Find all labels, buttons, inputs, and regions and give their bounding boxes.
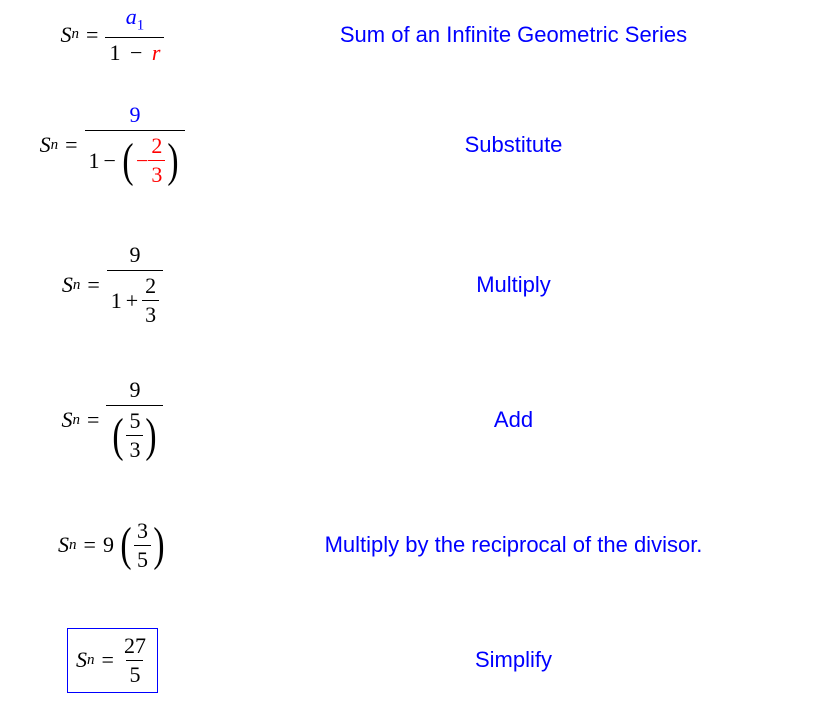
- small-fraction: 2 3: [142, 273, 159, 328]
- snum: 27: [121, 633, 149, 660]
- numerator: 9: [125, 242, 144, 270]
- denominator: 1 + 2 3: [107, 270, 163, 328]
- paren-right: ): [168, 137, 179, 185]
- equation-cell: Sn = 9 1 − ( − 2 3 ): [0, 102, 225, 188]
- step-row: Sn = a1 1 − r Sum of an Infinite Geometr…: [0, 0, 822, 70]
- sym-minus: −: [130, 40, 142, 65]
- sym-1: 1: [111, 288, 122, 314]
- sym-n: n: [69, 537, 77, 554]
- sym-1: 1: [89, 148, 100, 174]
- sym-1: 1: [109, 40, 120, 65]
- sym-a: a: [126, 4, 137, 29]
- equation-cell: Sn = 9 ( 3 5 ): [0, 518, 225, 573]
- sym-r: r: [152, 40, 161, 65]
- sym-eq: =: [65, 132, 77, 158]
- numerator: a1: [122, 4, 149, 36]
- snum: 5: [126, 408, 143, 435]
- sym-plus: +: [126, 288, 138, 314]
- step-label: Multiply by the reciprocal of the diviso…: [225, 532, 822, 558]
- sym-S: S: [62, 407, 73, 433]
- sym-neg: −: [136, 148, 148, 174]
- denominator: 1 − r: [105, 37, 164, 66]
- sden: 5: [134, 545, 151, 573]
- equation-cell: Sn = 27 5: [0, 628, 225, 693]
- sym-S: S: [76, 647, 87, 673]
- sym-eq: =: [84, 532, 96, 558]
- sym-S: S: [40, 132, 51, 158]
- sym-eq: =: [87, 407, 99, 433]
- sym-n: n: [73, 277, 81, 294]
- sden: 5: [126, 660, 143, 688]
- small-fraction: 2 3: [148, 133, 165, 188]
- sym-n: n: [87, 652, 95, 669]
- snum: 2: [148, 133, 165, 160]
- fraction: 9 ( 5 3 ): [106, 377, 163, 463]
- sym-S: S: [62, 272, 73, 298]
- equation-cell: Sn = 9 ( 5 3 ): [0, 377, 225, 463]
- step-label: Simplify: [225, 647, 822, 673]
- sym-eq: =: [86, 22, 98, 48]
- step-row: Sn = 9 1 + 2 3 Multiply: [0, 230, 822, 340]
- sden: 3: [148, 160, 165, 188]
- equation: Sn = 9 ( 5 3 ): [62, 377, 164, 463]
- paren-right: ): [146, 412, 157, 460]
- equation-cell: Sn = a1 1 − r: [0, 4, 225, 65]
- sden: 3: [126, 435, 143, 463]
- sym-n: n: [72, 26, 80, 43]
- sym-S: S: [61, 22, 72, 48]
- sym-n: n: [73, 412, 81, 429]
- step-label: Substitute: [225, 132, 822, 158]
- step-label: Multiply: [225, 272, 822, 298]
- sden: 3: [142, 300, 159, 328]
- step-label: Sum of an Infinite Geometric Series: [225, 22, 822, 48]
- equation-cell: Sn = 9 1 + 2 3: [0, 242, 225, 328]
- small-fraction: 3 5: [134, 518, 151, 573]
- sym-eq: =: [102, 647, 114, 673]
- step-label: Add: [225, 407, 822, 433]
- step-row: Sn = 9 ( 3 5 ) Multiply by the reciproca…: [0, 500, 822, 590]
- equation: Sn = 9 ( 3 5 ): [58, 518, 167, 573]
- sym-n: n: [51, 137, 59, 154]
- snum: 3: [134, 518, 151, 545]
- equation: Sn = 27 5: [76, 633, 149, 688]
- equation: Sn = 9 1 − ( − 2 3 ): [40, 102, 186, 188]
- fraction: 9 1 − ( − 2 3 ): [85, 102, 186, 188]
- paren-right: ): [153, 521, 164, 569]
- paren-left: (: [122, 137, 133, 185]
- sym-1sub: 1: [137, 18, 145, 34]
- sym-eq: =: [87, 272, 99, 298]
- sym-minus: −: [104, 148, 116, 174]
- paren-left: (: [120, 521, 131, 569]
- equation: Sn = 9 1 + 2 3: [62, 242, 163, 328]
- boxed-answer: Sn = 27 5: [67, 628, 158, 693]
- numerator: 9: [125, 377, 144, 405]
- sym-9: 9: [103, 532, 114, 558]
- paren-left: (: [113, 412, 124, 460]
- step-row: Sn = 27 5 Simplify: [0, 620, 822, 700]
- snum: 2: [142, 273, 159, 300]
- fraction: 9 1 + 2 3: [107, 242, 163, 328]
- small-fraction: 5 3: [126, 408, 143, 463]
- small-fraction: 27 5: [121, 633, 149, 688]
- step-row: Sn = 9 1 − ( − 2 3 ): [0, 85, 822, 205]
- equation: Sn = a1 1 − r: [61, 4, 165, 65]
- denominator: ( 5 3 ): [106, 405, 163, 463]
- sym-S: S: [58, 532, 69, 558]
- fraction: a1 1 − r: [105, 4, 164, 65]
- denominator: 1 − ( − 2 3 ): [85, 130, 186, 188]
- numerator: 9: [125, 102, 144, 130]
- step-row: Sn = 9 ( 5 3 ) Add: [0, 360, 822, 480]
- red-group: − 2 3: [136, 133, 165, 188]
- paren-group: ( 3 5 ): [118, 518, 167, 573]
